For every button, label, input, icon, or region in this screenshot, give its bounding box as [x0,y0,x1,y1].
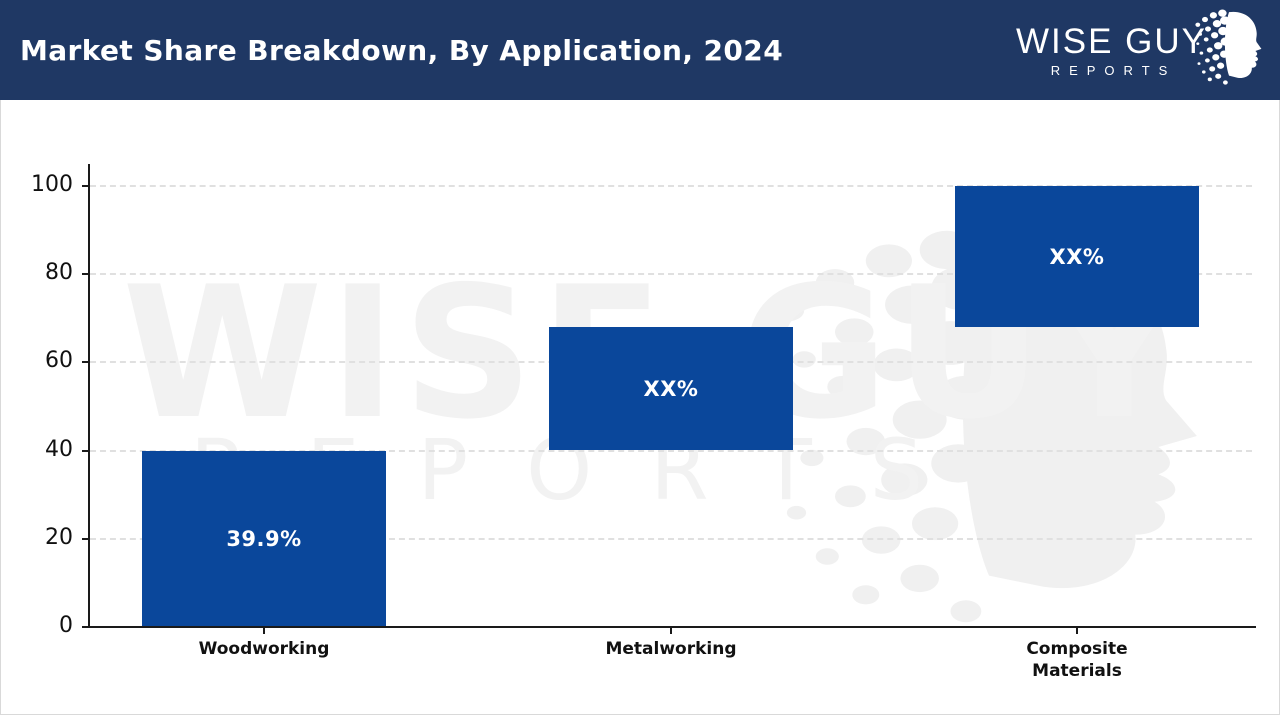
y-axis-tick-label: 20 [45,524,73,550]
y-axis-tick-label: 100 [31,172,73,197]
logo-secondary-text: REPORTS [1050,63,1177,78]
page-title: Market Share Breakdown, By Application, … [20,33,784,67]
bar-value-label: 39.9% [226,527,302,551]
y-gridline [90,537,1252,540]
y-axis-tick [82,626,89,628]
y-axis-tick [82,537,89,540]
y-gridline [90,185,1252,187]
x-category-label: Metalworking [605,639,737,659]
logo-text: WISE GUY REPORTS [1016,24,1207,78]
y-gridline [90,449,1252,452]
y-axis-tick [82,273,89,276]
y-axis-tick [82,185,89,187]
y-axis-tick-label: 80 [45,260,73,286]
logo-primary-text: WISE GUY [1016,22,1208,61]
wise-guy-reports-logo: WISE GUY REPORTS [1016,8,1266,94]
y-axis-tick-label: 0 [59,613,73,638]
x-axis-tick [263,628,265,634]
y-gridline [90,273,1252,276]
y-axis-tick-label: 40 [45,436,73,462]
y-axis-tick [82,361,89,364]
y-axis-tick-label: 60 [45,348,73,374]
x-axis-tick [670,628,672,634]
header-bar: Market Share Breakdown, By Application, … [0,0,1280,100]
logo-face-icon [1195,9,1262,85]
bar-segment: 39.9% [142,451,386,627]
y-axis-tick [82,449,89,452]
bar-value-label: XX% [1049,244,1105,269]
bar-value-label: XX% [643,376,699,401]
x-category-label: Composite Materials [1026,639,1128,682]
y-axis-line [88,164,90,628]
bar-segment: XX% [955,186,1199,327]
x-category-label: Woodworking [198,639,330,659]
bar-segment: XX% [549,327,793,450]
x-axis-tick [1076,628,1078,634]
watermark-face-icon [773,230,1197,623]
x-axis-line [87,626,1256,628]
